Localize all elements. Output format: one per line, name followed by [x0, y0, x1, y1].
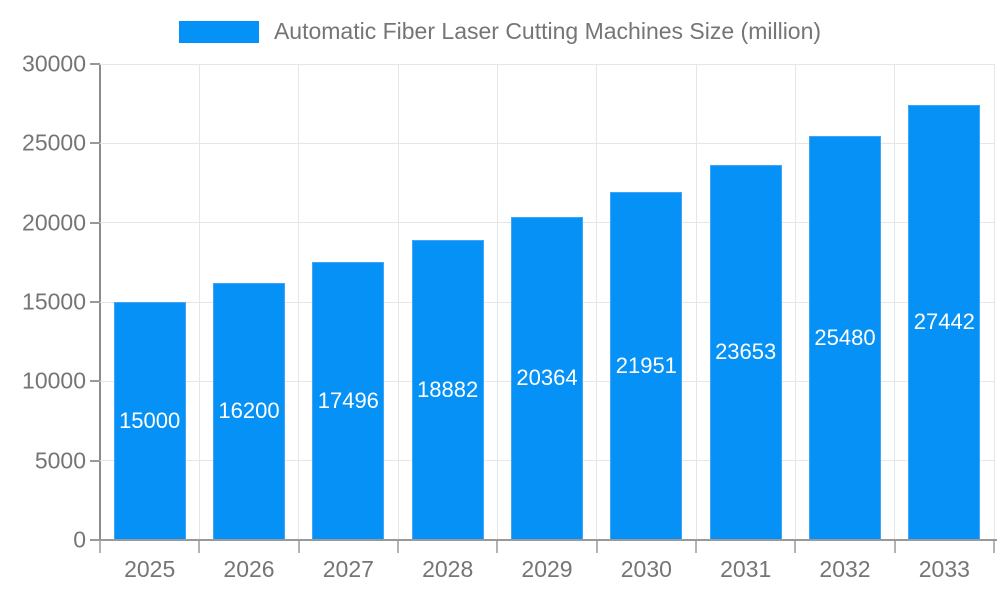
gridline-vertical: [397, 64, 399, 540]
bar: 21951: [610, 191, 683, 540]
x-axis-tick: [893, 541, 896, 553]
x-axis-tick-label: 2027: [322, 556, 374, 582]
bar-value-label: 27442: [913, 309, 975, 335]
bar-value-label: 21951: [615, 352, 677, 378]
gridline-vertical: [794, 64, 796, 540]
y-axis-tick: [90, 301, 100, 303]
y-axis-tick-label: 20000: [22, 209, 86, 236]
bar: 17496: [312, 262, 385, 540]
bar: 25480: [809, 135, 881, 540]
plot-area: 15000 16200 17496 18882 20364 21951 23653 25480…: [100, 63, 995, 540]
x-axis-tick: [595, 541, 598, 553]
bar: 16200: [213, 282, 285, 540]
bar-value-label: 23653: [715, 339, 777, 365]
y-axis-tick-label: 0: [73, 526, 86, 553]
y-axis-tick-label: 15000: [22, 288, 86, 315]
gridline-vertical: [596, 64, 598, 540]
y-axis-tick: [90, 63, 100, 65]
y-axis-tick-label: 30000: [22, 50, 86, 77]
x-axis-tick-label: 2033: [918, 556, 970, 582]
bar-value-label: 16200: [218, 398, 280, 424]
bar: 27442: [908, 104, 981, 540]
gridline-horizontal: [100, 142, 994, 144]
x-axis-tick: [794, 541, 797, 553]
x-axis-tick-label: 2032: [819, 556, 871, 582]
gridline-vertical: [695, 64, 697, 540]
x-axis-tick-label: 2025: [124, 556, 176, 582]
y-axis-line: [99, 64, 101, 552]
y-axis-tick-label: 5000: [34, 447, 86, 474]
x-axis-tick-label: 2028: [422, 556, 474, 582]
y-axis-tick-label: 10000: [22, 367, 86, 394]
legend-swatch: [178, 20, 259, 43]
bar-value-label: 18882: [417, 377, 479, 403]
gridline-vertical: [198, 64, 200, 540]
x-axis-tick: [198, 541, 201, 553]
y-axis-tick: [90, 459, 100, 462]
gridline-vertical: [993, 64, 995, 540]
x-axis-tick-label: 2026: [223, 556, 275, 582]
x-axis-tick-label: 2031: [720, 556, 772, 582]
x-axis-tick: [397, 541, 399, 553]
y-axis-tick: [90, 221, 100, 224]
gridline-vertical: [298, 64, 300, 540]
bar: 15000: [113, 302, 186, 540]
legend: Automatic Fiber Laser Cutting Machines S…: [0, 18, 1000, 45]
x-axis-tick-label: 2030: [620, 556, 672, 582]
bar-value-label: 17496: [317, 388, 379, 414]
bar-value-label: 15000: [119, 408, 181, 433]
legend-label chart-title: Automatic Fiber Laser Cutting Machines S…: [273, 18, 822, 44]
bar: 18882: [411, 240, 484, 540]
x-axis-tick: [496, 541, 499, 553]
gridline-vertical: [894, 64, 896, 540]
gridline-vertical: [496, 64, 498, 540]
y-axis-tick: [90, 539, 100, 541]
bar-value-label: 20364: [516, 365, 578, 391]
x-axis-line: [100, 539, 997, 541]
bar: 20364: [511, 216, 583, 540]
x-axis-tick: [993, 541, 995, 553]
y-axis-tick: [90, 142, 100, 145]
x-axis-tick: [695, 541, 697, 553]
x-axis-tick-label: 2029: [521, 556, 573, 582]
y-axis-tick: [90, 380, 100, 383]
bar: 23653: [709, 164, 782, 540]
gridline-horizontal: [100, 63, 994, 65]
x-axis-tick: [99, 541, 101, 553]
x-axis-tick: [297, 541, 300, 553]
y-axis-tick-label: 25000: [22, 129, 86, 156]
bar-value-label: 25480: [814, 324, 876, 350]
